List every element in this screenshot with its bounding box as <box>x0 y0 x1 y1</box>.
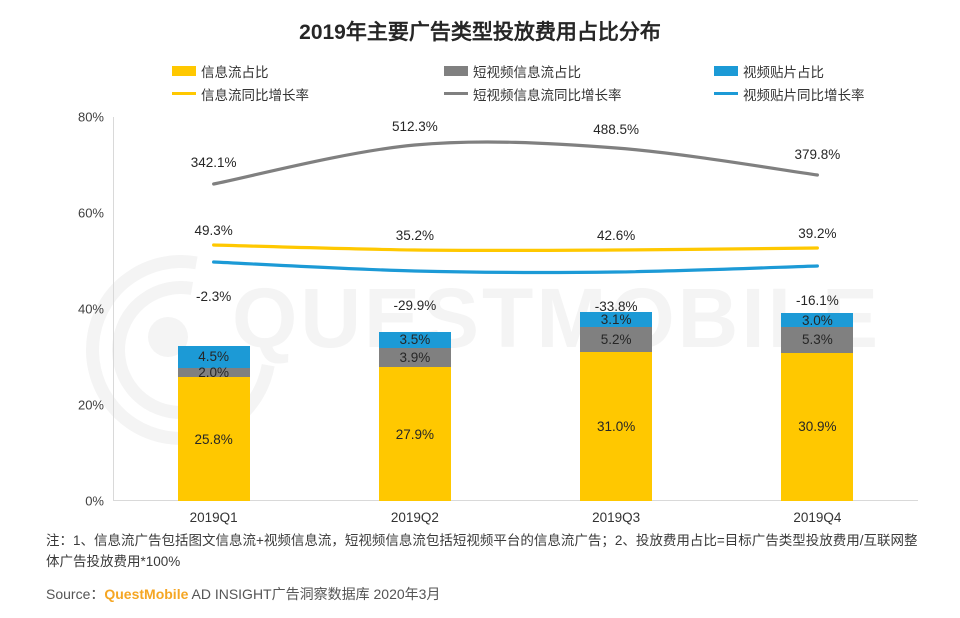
bar-group[interactable]: 4.5% 2.0% 25.8% <box>177 345 250 501</box>
bar-value-label: 3.9% <box>399 350 431 366</box>
legend-label: 短视频信息流占比 <box>473 64 581 80</box>
bar-value-label: 31.0% <box>596 419 636 435</box>
bar-segment[interactable]: 3.0% <box>781 312 854 328</box>
plot-area: 0% 20% 40% 60% 80% 4.5% 2.0% 25.8% 3.5% 3.9% 27.9… <box>78 110 918 525</box>
line-path <box>212 243 819 253</box>
line-series <box>212 140 819 275</box>
legend-row-lines: 信息流同比增长率 短视频信息流同比增长率 视频贴片同比增长率 <box>172 82 872 105</box>
bar-value-label: 27.9% <box>395 426 435 442</box>
legend-item-shortvideo-share[interactable]: 短视频信息流占比 <box>444 61 714 81</box>
bar-value-label: 5.2% <box>600 332 632 348</box>
legend-line-icon <box>444 92 468 95</box>
line-value-label: 512.3% <box>391 119 438 134</box>
legend-swatch-icon <box>444 65 468 76</box>
y-axis-tick-label: 40% <box>77 301 104 317</box>
source-prefix: Source： <box>46 586 105 602</box>
legend-label: 视频贴片占比 <box>743 64 824 80</box>
line-value-label: 39.2% <box>798 226 837 241</box>
chart-legend: 信息流占比 短视频信息流占比 视频贴片占比 信息流同比增长率 短视频信息流同比增… <box>172 59 872 105</box>
bar-group[interactable]: 3.1% 5.2% 31.0% <box>580 312 653 501</box>
bar-value-label: 3.1% <box>600 312 632 328</box>
line-value-label: 49.3% <box>194 223 233 238</box>
bar-segment[interactable]: 3.9% <box>378 348 451 368</box>
bar-segment[interactable]: 2.0% <box>177 364 250 380</box>
y-axis-tick-label: 60% <box>77 205 104 221</box>
x-axis-line <box>113 500 918 501</box>
y-axis-tick-label: 20% <box>77 397 104 413</box>
line-value-label: 35.2% <box>395 228 435 243</box>
line-value-label: 342.1% <box>190 155 237 170</box>
source-suffix: AD INSIGHT广告洞察数据库 2020年3月 <box>188 586 441 602</box>
chart-title: 2019年主要广告类型投放费用占比分布 <box>299 21 661 44</box>
bar-series: 4.5% 2.0% 25.8% 3.5% 3.9% 27.9% 3.1% 5.2% 31.0% 3… <box>113 117 918 501</box>
x-axis-tick-label: 2019Q3 <box>592 510 641 525</box>
line-value-label: -33.8% <box>594 299 638 314</box>
legend-label: 视频贴片同比增长率 <box>743 87 865 103</box>
line-value-label: -2.3% <box>195 289 232 304</box>
legend-label: 短视频信息流同比增长率 <box>473 87 622 103</box>
bar-segment[interactable]: 3.5% <box>378 331 451 349</box>
y-axis-tick-label: 0% <box>85 493 104 509</box>
bar-value-label: 2.0% <box>198 364 230 380</box>
legend-swatch-icon <box>172 65 196 76</box>
legend-item-videoad-growth[interactable]: 视频贴片同比增长率 <box>714 84 872 104</box>
line-path <box>212 140 819 186</box>
x-axis-tick-label: 2019Q2 <box>390 510 439 525</box>
bar-segment[interactable]: 4.5% <box>177 345 250 368</box>
line-value-label: -16.1% <box>795 293 839 308</box>
bar-segment[interactable]: 3.1% <box>580 312 653 328</box>
legend-swatch-icon <box>714 65 738 76</box>
bar-segment[interactable]: 30.9% <box>781 352 854 501</box>
legend-item-shortvideo-growth[interactable]: 短视频信息流同比增长率 <box>444 84 714 104</box>
bar-group[interactable]: 3.0% 5.3% 30.9% <box>781 312 854 501</box>
bar-value-label: 25.8% <box>194 431 233 447</box>
x-axis-tick-label: 2019Q1 <box>189 510 238 525</box>
source-brand: QuestMobile <box>104 586 189 602</box>
bar-value-label: 3.0% <box>801 312 833 328</box>
bar-segment[interactable]: 5.3% <box>781 327 854 353</box>
legend-item-videoad-share[interactable]: 视频贴片占比 <box>714 61 872 81</box>
bar-segment[interactable]: 5.2% <box>580 327 653 353</box>
legend-item-xinxiliu-share[interactable]: 信息流占比 <box>172 61 444 81</box>
y-axis-tick-label: 80% <box>77 109 104 125</box>
bar-value-label: 3.5% <box>399 332 431 348</box>
legend-row-bars: 信息流占比 短视频信息流占比 视频贴片占比 <box>172 59 872 82</box>
chart-source: Source：QuestMobile AD INSIGHT广告洞察数据库 202… <box>46 584 440 604</box>
legend-label: 信息流占比 <box>201 64 269 80</box>
legend-line-icon <box>172 92 196 95</box>
line-value-label: 488.5% <box>593 122 640 137</box>
bar-segment[interactable]: 31.0% <box>580 352 653 501</box>
bar-group[interactable]: 3.5% 3.9% 27.9% <box>378 331 451 501</box>
bar-value-label: 30.9% <box>798 419 837 435</box>
y-axis-line <box>113 117 114 501</box>
legend-label: 信息流同比增长率 <box>201 87 309 103</box>
line-path <box>212 260 819 275</box>
line-value-label: 42.6% <box>596 228 636 243</box>
bar-segment[interactable]: 25.8% <box>177 377 250 501</box>
bar-segment[interactable]: 27.9% <box>378 367 451 501</box>
chart-note: 注：1、信息流广告包括图文信息流+视频信息流，短视频信息流包括短视频平台的信息流… <box>46 533 918 569</box>
legend-line-icon <box>714 92 738 95</box>
line-value-label: -29.9% <box>393 298 437 313</box>
x-axis-tick-label: 2019Q4 <box>793 510 842 525</box>
line-value-label: 379.8% <box>794 147 841 162</box>
bar-value-label: 4.5% <box>198 349 230 365</box>
legend-item-xinxiliu-growth[interactable]: 信息流同比增长率 <box>172 84 444 104</box>
bar-value-label: 5.3% <box>801 332 833 348</box>
